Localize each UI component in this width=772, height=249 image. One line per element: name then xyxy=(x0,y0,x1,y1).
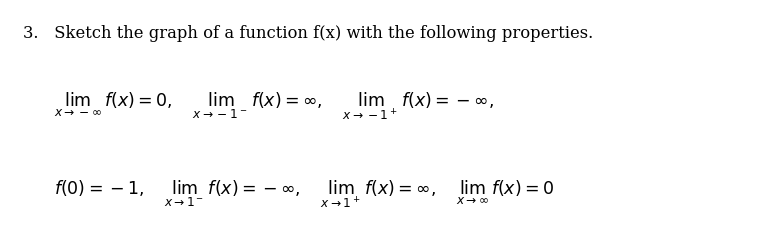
Text: $\underset{x\to-\infty}{\lim}\, f(x) = 0,\quad \underset{x\to-1^-}{\lim}\, f(x) : $\underset{x\to-\infty}{\lim}\, f(x) = 0… xyxy=(54,90,494,122)
Text: $f(0) = -1,\quad \underset{x\to1^-}{\lim}\, f(x) = -\infty,\quad \underset{x\to1: $f(0) = -1,\quad \underset{x\to1^-}{\lim… xyxy=(54,179,554,210)
Text: 3.   Sketch the graph of a function f(x) with the following properties.: 3. Sketch the graph of a function f(x) w… xyxy=(23,25,594,42)
